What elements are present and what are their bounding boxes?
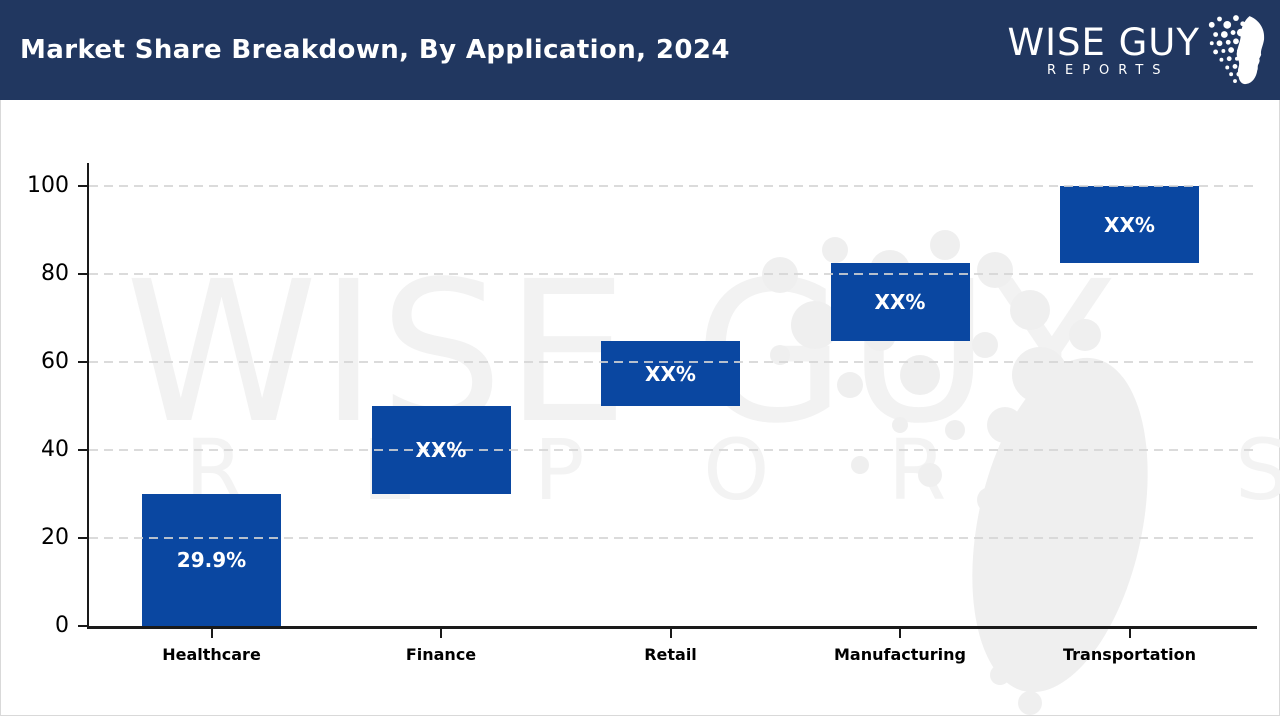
bar-label-box: 29.9% bbox=[142, 494, 281, 626]
bar-value-label: XX% bbox=[1104, 212, 1155, 237]
y-tick-label: 80 bbox=[41, 261, 69, 286]
bar-value-label: XX% bbox=[874, 290, 926, 315]
brand-logo: WISE GUY REPORTS bbox=[1008, 10, 1266, 90]
y-tick-mark bbox=[78, 625, 87, 627]
y-tick-mark bbox=[78, 185, 87, 187]
bar-healthcare bbox=[142, 494, 281, 626]
brand-name: WISE GUY bbox=[1007, 20, 1200, 64]
x-category-label: Healthcare bbox=[162, 645, 261, 664]
x-tick-mark bbox=[899, 629, 901, 638]
x-category-label: Transportation bbox=[1062, 645, 1197, 664]
bar-value-label: XX% bbox=[415, 438, 467, 463]
bar-value-label: 29.9% bbox=[176, 548, 247, 573]
plot-area: 0 20 40 60 80 100 29.9% Healthcare XX% Finance XX%… bbox=[27, 163, 1257, 664]
head-dots-logo-icon bbox=[1208, 15, 1265, 85]
x-category-label: Manufacturing bbox=[834, 645, 966, 664]
brand-logo-text: WISE GUY REPORTS bbox=[1008, 24, 1200, 77]
y-tick-label: 100 bbox=[27, 173, 69, 198]
page-title: Market Share Breakdown, By Application, … bbox=[20, 35, 730, 65]
gridline-60 bbox=[89, 361, 1257, 363]
gridline-80 bbox=[89, 273, 1257, 275]
x-tick-mark bbox=[669, 629, 672, 638]
x-category-label: Finance bbox=[405, 645, 477, 664]
bar-transportation bbox=[1060, 186, 1199, 264]
x-axis-line bbox=[87, 626, 1257, 629]
bar-manufacturing bbox=[830, 263, 970, 341]
y-tick-mark bbox=[78, 361, 87, 363]
x-category-label: Retail bbox=[644, 645, 697, 664]
y-tick-mark bbox=[78, 537, 87, 539]
bar-label-box: XX% bbox=[1060, 186, 1199, 263]
bar-label-box: XX% bbox=[372, 406, 511, 494]
bar-label-box: XX% bbox=[831, 263, 970, 340]
gridline-40 bbox=[89, 449, 1257, 451]
gridline-100 bbox=[89, 185, 1257, 187]
y-tick-label: 0 bbox=[55, 613, 69, 638]
y-tick-mark bbox=[78, 273, 87, 275]
brand-subname: REPORTS bbox=[1046, 62, 1170, 78]
bar-label-box: XX% bbox=[601, 341, 740, 407]
y-tick-mark bbox=[78, 449, 87, 451]
y-tick-label: 40 bbox=[41, 437, 69, 462]
y-tick-label: 20 bbox=[41, 525, 69, 550]
bar-retail bbox=[601, 340, 740, 407]
x-tick-mark bbox=[440, 629, 442, 638]
y-tick-label: 60 bbox=[41, 349, 69, 374]
bar-value-label: XX% bbox=[645, 361, 696, 386]
y-axis-line bbox=[87, 163, 89, 629]
x-tick-mark bbox=[210, 629, 213, 638]
header-bar: Market Share Breakdown, By Application, … bbox=[0, 0, 1280, 100]
x-tick-mark bbox=[1128, 629, 1131, 638]
gridline-20 bbox=[89, 537, 1257, 539]
